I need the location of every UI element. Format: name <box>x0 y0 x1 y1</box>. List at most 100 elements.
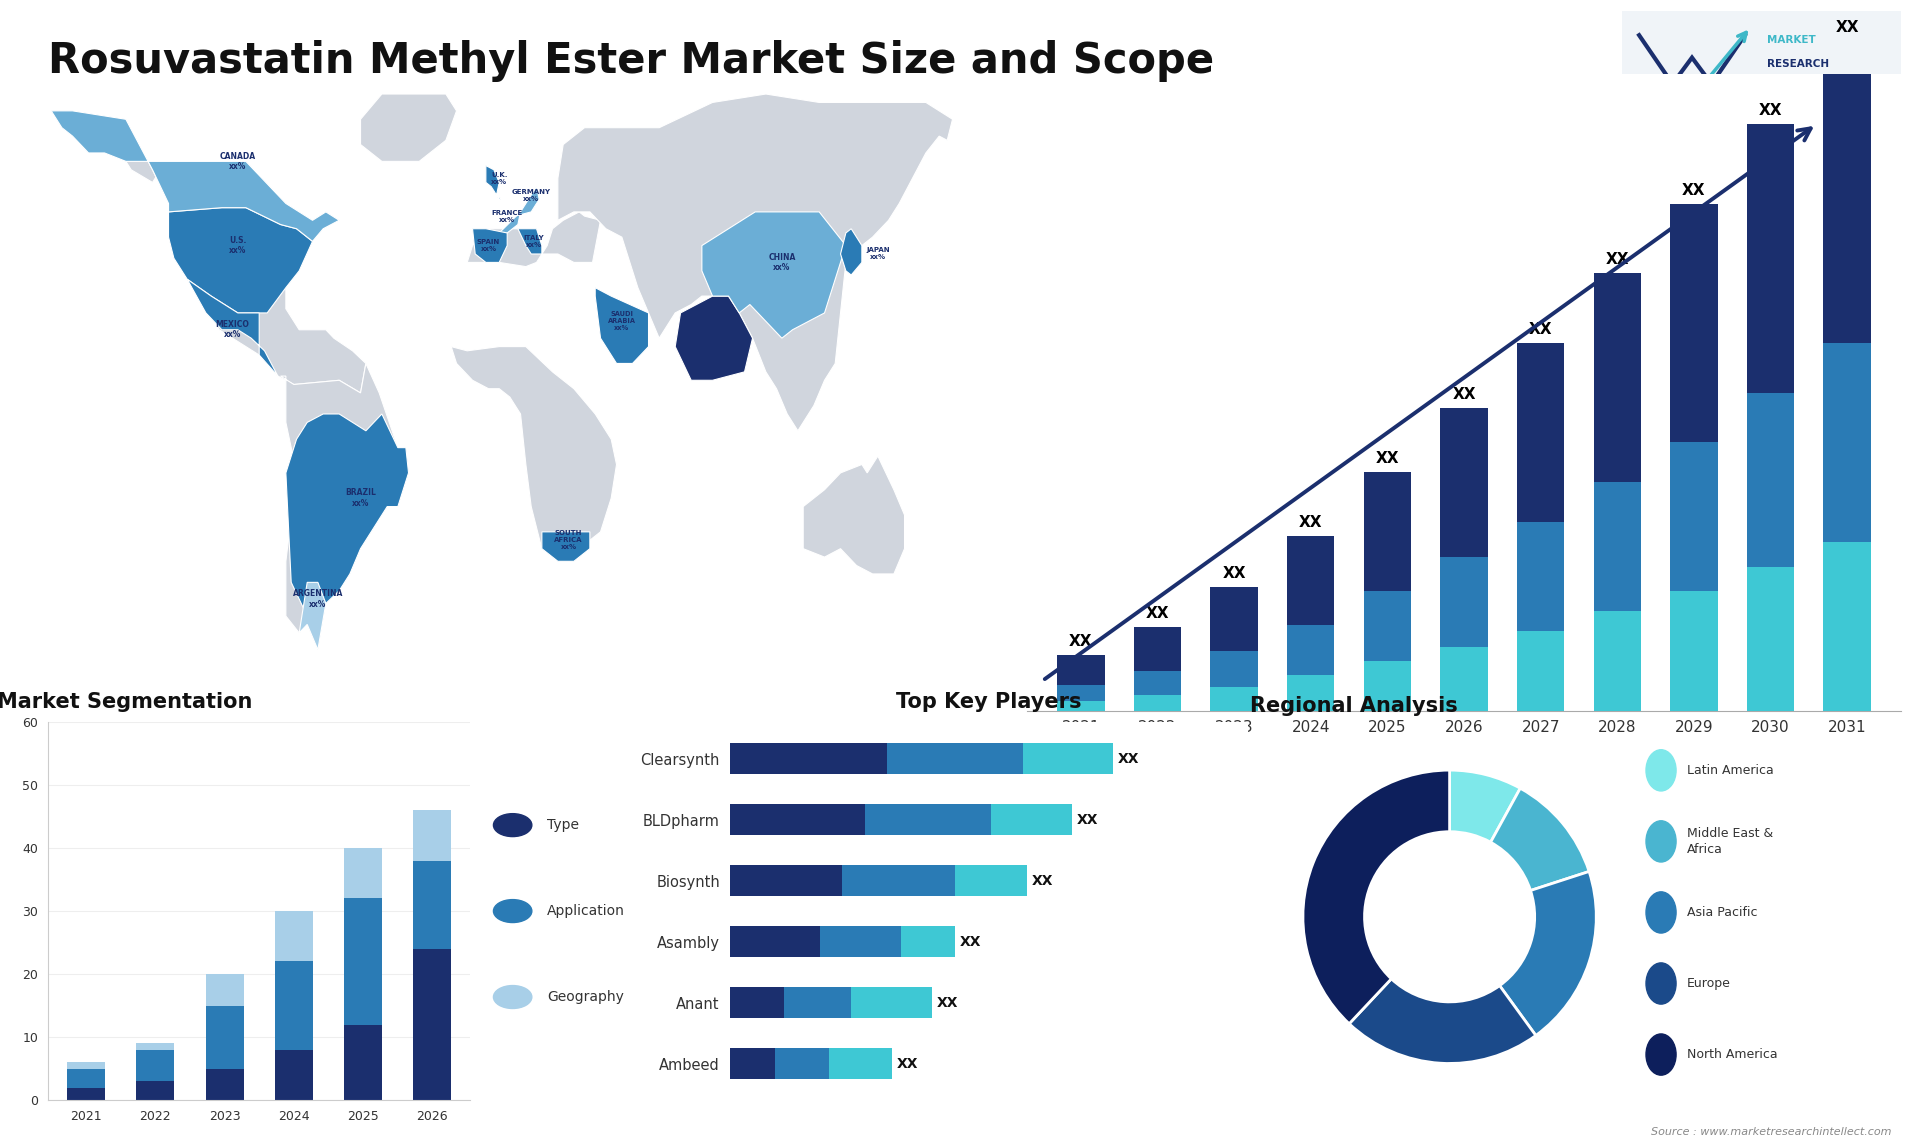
Text: U.K.
xx%: U.K. xx% <box>492 172 507 185</box>
Bar <box>275 911 313 961</box>
Bar <box>344 848 382 898</box>
Bar <box>1023 744 1114 774</box>
Text: Market Segmentation: Market Segmentation <box>0 692 253 712</box>
Polygon shape <box>484 165 505 204</box>
Bar <box>730 988 783 1018</box>
Polygon shape <box>559 94 952 431</box>
Text: Type: Type <box>547 818 580 832</box>
Bar <box>275 1050 313 1100</box>
Polygon shape <box>286 414 409 650</box>
Bar <box>887 744 1023 774</box>
Bar <box>730 804 864 834</box>
Bar <box>1058 700 1104 711</box>
Bar <box>783 988 851 1018</box>
Text: XX: XX <box>1759 103 1782 118</box>
Polygon shape <box>280 363 409 650</box>
Polygon shape <box>186 280 278 376</box>
Bar <box>851 988 933 1018</box>
Bar <box>136 1043 175 1050</box>
Bar <box>1594 611 1642 711</box>
Text: XX: XX <box>1452 387 1476 402</box>
Text: SAUDI
ARABIA
xx%: SAUDI ARABIA xx% <box>609 312 636 331</box>
Bar <box>1440 557 1488 646</box>
Bar <box>991 804 1071 834</box>
Bar <box>413 861 451 949</box>
Bar <box>1517 631 1565 711</box>
Bar <box>1286 625 1334 675</box>
Text: MEXICO
xx%: MEXICO xx% <box>215 320 250 339</box>
Polygon shape <box>595 288 649 363</box>
Text: XX: XX <box>1836 19 1859 34</box>
Polygon shape <box>803 456 904 574</box>
Polygon shape <box>467 212 601 267</box>
Text: CANADA
xx%: CANADA xx% <box>219 151 255 171</box>
Text: XX: XX <box>897 1057 918 1070</box>
Bar <box>1440 408 1488 557</box>
Bar <box>1210 587 1258 651</box>
Text: Latin America: Latin America <box>1688 764 1774 777</box>
Bar <box>1670 591 1718 711</box>
Bar <box>205 1006 244 1068</box>
Wedge shape <box>1350 979 1536 1063</box>
Bar <box>205 1068 244 1100</box>
Text: Asia Pacific: Asia Pacific <box>1688 906 1757 919</box>
Text: XX: XX <box>1682 182 1705 198</box>
Bar <box>1133 694 1181 711</box>
Wedge shape <box>1304 770 1450 1023</box>
Text: XX: XX <box>1069 634 1092 649</box>
Bar <box>1363 661 1411 711</box>
Bar <box>1747 567 1795 711</box>
Bar <box>1670 204 1718 442</box>
Bar <box>829 1049 893 1078</box>
Bar <box>1363 472 1411 591</box>
Polygon shape <box>541 532 589 562</box>
Bar <box>730 926 820 957</box>
Bar <box>730 1049 774 1078</box>
Bar <box>344 1025 382 1100</box>
Bar <box>1747 124 1795 392</box>
Bar <box>1670 442 1718 591</box>
Bar <box>864 804 991 834</box>
Polygon shape <box>841 229 862 275</box>
Bar <box>1747 392 1795 567</box>
Text: SPAIN
xx%: SPAIN xx% <box>476 240 499 252</box>
Bar <box>1824 542 1870 711</box>
Circle shape <box>1645 821 1676 862</box>
Bar <box>774 1049 829 1078</box>
Bar <box>344 898 382 1025</box>
Text: XX: XX <box>1528 322 1553 337</box>
Polygon shape <box>169 207 313 313</box>
Text: XX: XX <box>960 935 981 949</box>
Bar <box>900 926 954 957</box>
Bar <box>67 1068 106 1088</box>
Wedge shape <box>1500 871 1596 1036</box>
FancyBboxPatch shape <box>1617 9 1907 146</box>
Bar <box>843 865 954 896</box>
Text: Middle East &
Africa: Middle East & Africa <box>1688 827 1774 856</box>
Text: Europe: Europe <box>1688 978 1730 990</box>
Wedge shape <box>1450 770 1521 842</box>
Bar <box>1824 343 1870 542</box>
Polygon shape <box>703 212 847 338</box>
Text: XX: XX <box>1146 606 1169 621</box>
Bar <box>1210 686 1258 711</box>
Text: Geography: Geography <box>547 990 624 1004</box>
Polygon shape <box>300 582 326 650</box>
Bar <box>1058 654 1104 684</box>
Bar <box>275 961 313 1050</box>
Bar <box>1363 591 1411 661</box>
Text: XX: XX <box>1117 752 1139 766</box>
Bar <box>1594 482 1642 611</box>
Wedge shape <box>1490 788 1590 890</box>
Polygon shape <box>451 346 616 562</box>
Text: ITALY
xx%: ITALY xx% <box>524 235 543 248</box>
Text: JAPAN
xx%: JAPAN xx% <box>866 248 889 260</box>
Bar <box>1517 343 1565 521</box>
Polygon shape <box>676 296 753 380</box>
Bar <box>1286 675 1334 711</box>
Text: XX: XX <box>1223 566 1246 581</box>
Circle shape <box>1645 963 1676 1004</box>
Bar <box>205 974 244 1006</box>
Text: U.S.
xx%: U.S. xx% <box>228 236 246 256</box>
Text: XX: XX <box>1077 813 1098 826</box>
